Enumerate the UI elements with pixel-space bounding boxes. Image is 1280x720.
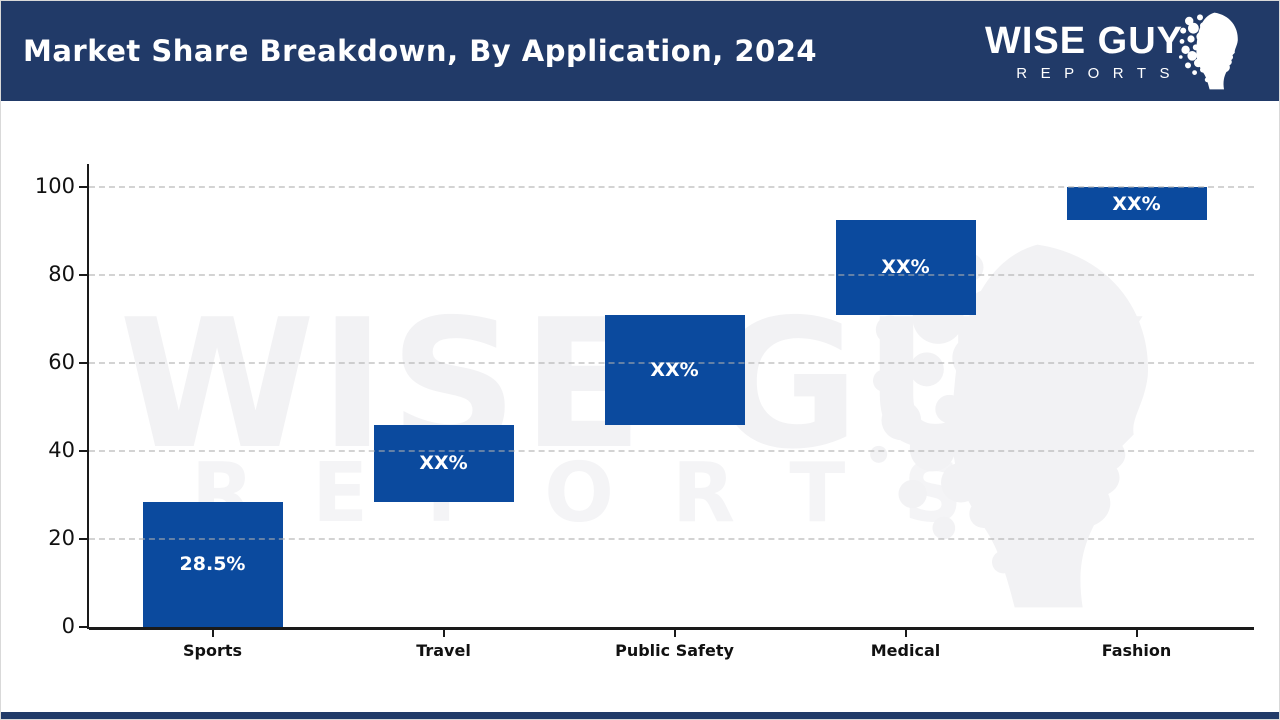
y-tick-label: 40 [48,438,75,462]
y-tick [79,538,87,540]
bar [142,501,283,627]
x-axis-line [89,627,1254,630]
y-tick [79,186,87,188]
gridline [89,450,1254,452]
watermark-subtitle: REPORTS [191,446,1021,541]
bar [373,424,514,502]
gridline [89,186,1254,188]
bar-label: XX% [650,358,699,381]
category-label: Public Safety [615,641,734,660]
y-tick-label: 60 [48,350,75,374]
x-tick [1135,629,1138,637]
y-tick-label: 80 [48,262,75,286]
chart-area: WISE GUY REPORTS 02040608010028.5%Sports… [1,101,1279,714]
gridline [89,538,1254,540]
category-label: Fashion [1101,641,1172,660]
bar-label: XX% [419,452,468,475]
bar [835,220,976,315]
category-label: Sports [182,641,243,660]
y-tick [79,626,87,628]
category-label: Travel [416,641,471,660]
logo-wordmark: WISE GUY [984,19,1183,62]
gridline [89,362,1254,364]
y-tick [79,362,87,364]
y-tick-label: 100 [34,174,75,198]
wiseguy-head-icon [1179,12,1238,90]
gridline [89,274,1254,276]
x-tick [211,629,214,637]
wiseguy-logo: WISE GUY REPORTS [985,9,1255,93]
y-tick-label: 20 [48,526,75,550]
bar-label: XX% [881,256,930,279]
logo-subtitle: REPORTS [1016,64,1183,82]
x-tick [904,629,907,637]
bar [604,314,745,425]
bar-label: XX% [1112,192,1161,215]
y-tick [79,450,87,452]
y-axis-line [86,164,89,629]
category-label: Medical [870,641,941,660]
x-tick [442,629,445,637]
logo-text: WISE GUY REPORTS [985,22,1183,81]
page-title: Market Share Breakdown, By Application, … [23,34,818,68]
bar [1066,187,1207,220]
footer-bar [1,712,1279,719]
bar-label: 28.5% [179,553,246,576]
y-tick-label: 0 [61,614,75,638]
header-bar: Market Share Breakdown, By Application, … [1,1,1279,101]
y-tick [79,274,87,276]
x-tick [673,629,676,637]
